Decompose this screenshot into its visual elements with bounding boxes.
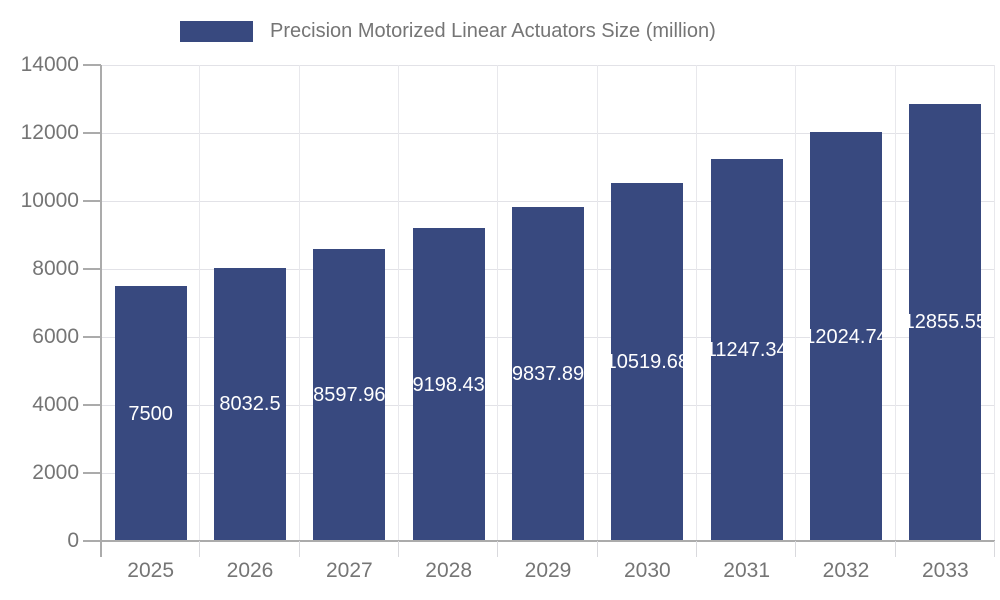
gridline-vertical (497, 65, 499, 541)
y-axis-tick (83, 64, 101, 66)
y-axis-tick (83, 268, 101, 270)
y-axis-tick-label: 14000 (20, 53, 79, 76)
legend-swatch[interactable] (180, 21, 253, 42)
bar-2030[interactable]: 10519.68 (611, 183, 684, 541)
x-axis-tick (497, 541, 499, 557)
x-axis-tick (298, 541, 300, 557)
legend-label[interactable]: Precision Motorized Linear Actuators Siz… (270, 20, 716, 42)
x-axis-tick (398, 541, 399, 557)
gridline-horizontal (101, 133, 995, 134)
gridline-horizontal (101, 201, 995, 202)
x-axis-tick (199, 541, 201, 557)
plot-area: 7500 8032.5 8597.96 9198.43 9837.89 10519.68 1… (101, 65, 995, 541)
x-axis-tick-label: 2032 (822, 559, 870, 582)
y-axis-tick-label: 8000 (32, 257, 79, 280)
x-axis-tick-label: 2033 (921, 559, 969, 582)
bar-value-label: 12024.74 (810, 325, 882, 348)
bar-2026[interactable]: 8032.5 (214, 267, 286, 541)
x-axis-tick (894, 541, 896, 557)
bar-value-label: 8032.5 (219, 393, 281, 416)
gridline-vertical (795, 65, 797, 541)
y-axis-tick (83, 404, 101, 406)
gridline-vertical (994, 65, 995, 541)
y-axis-tick-label: 10000 (20, 189, 79, 212)
gridline-vertical (596, 65, 598, 541)
x-axis-tick (696, 541, 697, 557)
y-axis-tick (83, 472, 101, 474)
y-axis-tick-label: 2000 (32, 461, 79, 484)
bar-value-label: 9198.43 (412, 373, 485, 396)
bar-2025[interactable]: 7500 (114, 286, 187, 541)
y-axis-tick-label: 4000 (32, 393, 79, 416)
bar-value-label: 10519.68 (611, 351, 683, 374)
bar-2033[interactable]: 12855.55 (909, 103, 982, 541)
y-axis-line (100, 65, 102, 557)
bar-2032[interactable]: 12024.74 (810, 132, 882, 541)
bar-2031[interactable]: 11247.34 (710, 158, 783, 541)
x-axis-line (101, 540, 995, 542)
bar-2028[interactable]: 9198.43 (412, 228, 485, 541)
gridline-horizontal (101, 65, 995, 66)
x-axis-tick-label: 2025 (127, 559, 175, 582)
bar-value-label: 7500 (128, 402, 173, 425)
y-axis-tick (83, 132, 101, 134)
y-axis-tick-label: 12000 (20, 121, 79, 144)
gridline-vertical (199, 65, 201, 541)
bar-value-label: 12855.55 (909, 311, 981, 334)
bar-2027[interactable]: 8597.96 (313, 248, 386, 541)
gridline-vertical (398, 65, 399, 541)
bar-2029[interactable]: 9837.89 (512, 206, 584, 541)
x-axis-tick-label: 2027 (325, 559, 373, 582)
x-axis-tick-label: 2028 (425, 559, 473, 582)
x-axis-tick-label: 2030 (623, 559, 671, 582)
x-axis-tick-label: 2029 (524, 559, 572, 582)
y-axis-tick (83, 200, 101, 202)
gridline-vertical (696, 65, 697, 541)
y-axis-tick (83, 540, 101, 542)
x-axis-tick-label: 2026 (226, 559, 274, 582)
y-axis-tick-label: 0 (67, 529, 79, 552)
y-axis-tick-label: 6000 (32, 325, 79, 348)
bar-value-label: 11247.34 (711, 338, 783, 361)
bar-value-label: 8597.96 (313, 383, 386, 406)
x-axis-tick (994, 541, 995, 557)
y-axis-tick (83, 336, 101, 338)
x-axis-tick (596, 541, 598, 557)
gridline-vertical (894, 65, 896, 541)
x-axis-tick-label: 2031 (723, 559, 771, 582)
legend[interactable]: Precision Motorized Linear Actuators Siz… (180, 20, 716, 43)
bar-value-label: 9837.89 (512, 362, 584, 385)
x-axis-tick (795, 541, 797, 557)
gridline-vertical (298, 65, 300, 541)
